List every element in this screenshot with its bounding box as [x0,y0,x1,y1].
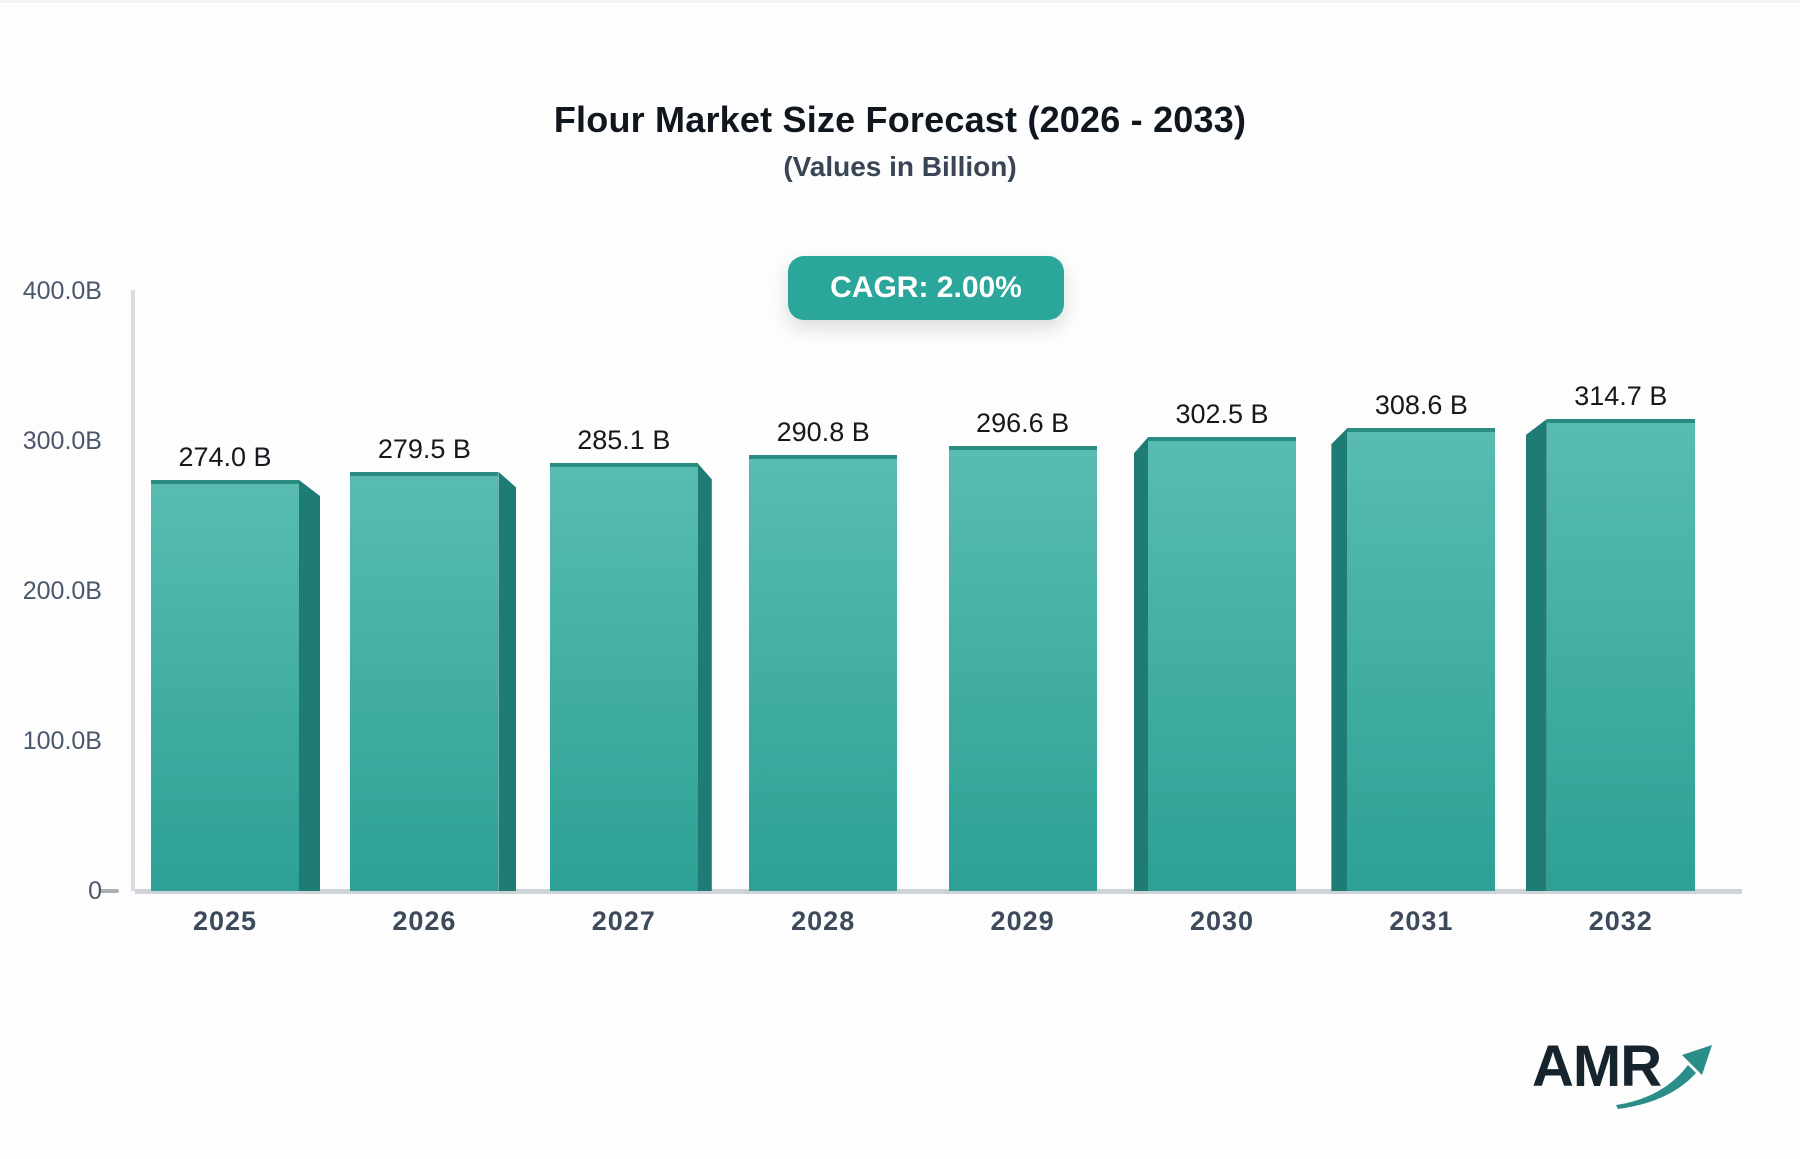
bar-value-label-2026: 279.5 B [377,433,471,464]
x-axis-label-2026: 2026 [392,906,457,936]
bar-2029 [948,446,1097,891]
x-axis-baseline [135,889,1742,894]
bar-2027-side-face [697,463,712,891]
bar-2028 [749,454,898,891]
cagr-badge-label: CAGR: 2.00% [830,271,1022,304]
y-axis-line [131,290,135,891]
bar-2026-side-face [498,471,517,891]
x-axis-label-2027: 2027 [591,906,656,936]
x-axis-label-2028: 2028 [791,906,856,936]
bar-2032 [1546,418,1695,891]
cagr-badge: CAGR: 2.00% [788,256,1064,320]
x-axis-label-2032: 2032 [1588,906,1653,936]
trend-up-arrow-icon [1616,1045,1712,1109]
brand-logo-text: AMR [1532,1034,1662,1099]
bar-value-label-2027: 285.1 B [577,425,671,456]
chart-subtitle: (Values in Billion) [783,151,1017,182]
bar-2025 [151,480,299,891]
bar-2026 [350,471,499,891]
bar-2032-side-face [1525,418,1547,891]
bar-2031-side-face [1331,428,1348,891]
y-axis-tick-label: 400.0B [22,277,102,305]
y-axis-tick-label: 100.0B [22,727,102,755]
brand-logo: AMR [1532,1035,1772,1127]
bar-2030 [1148,437,1296,891]
x-axis-label-2029: 2029 [990,906,1055,936]
x-axis-label-2025: 2025 [192,906,258,936]
bar-value-label-2029: 296.6 B [976,408,1070,439]
bar-2031 [1347,428,1496,891]
bar-value-label-2032: 314.7 B [1574,380,1668,411]
bar-2025-side-face [299,480,320,891]
bar-value-label-2031: 308.6 B [1374,390,1468,421]
bar-2030-side-face [1134,437,1148,891]
chart-title: Flour Market Size Forecast (2026 - 2033) [553,99,1247,140]
bar-2027 [549,463,698,891]
y-axis-tick-label: 200.0B [22,577,102,605]
bar-value-label-2030: 302.5 B [1175,399,1269,430]
x-axis-label-2031: 2031 [1389,906,1454,936]
bar-value-label-2028: 290.8 B [776,416,870,447]
bar-value-label-2025: 274.0 B [178,442,272,472]
zero-tick-mark [100,889,119,893]
x-axis-label-2030: 2030 [1189,906,1255,936]
y-axis-tick-label: 0 [88,877,102,905]
y-axis-tick-label: 300.0B [22,427,102,455]
